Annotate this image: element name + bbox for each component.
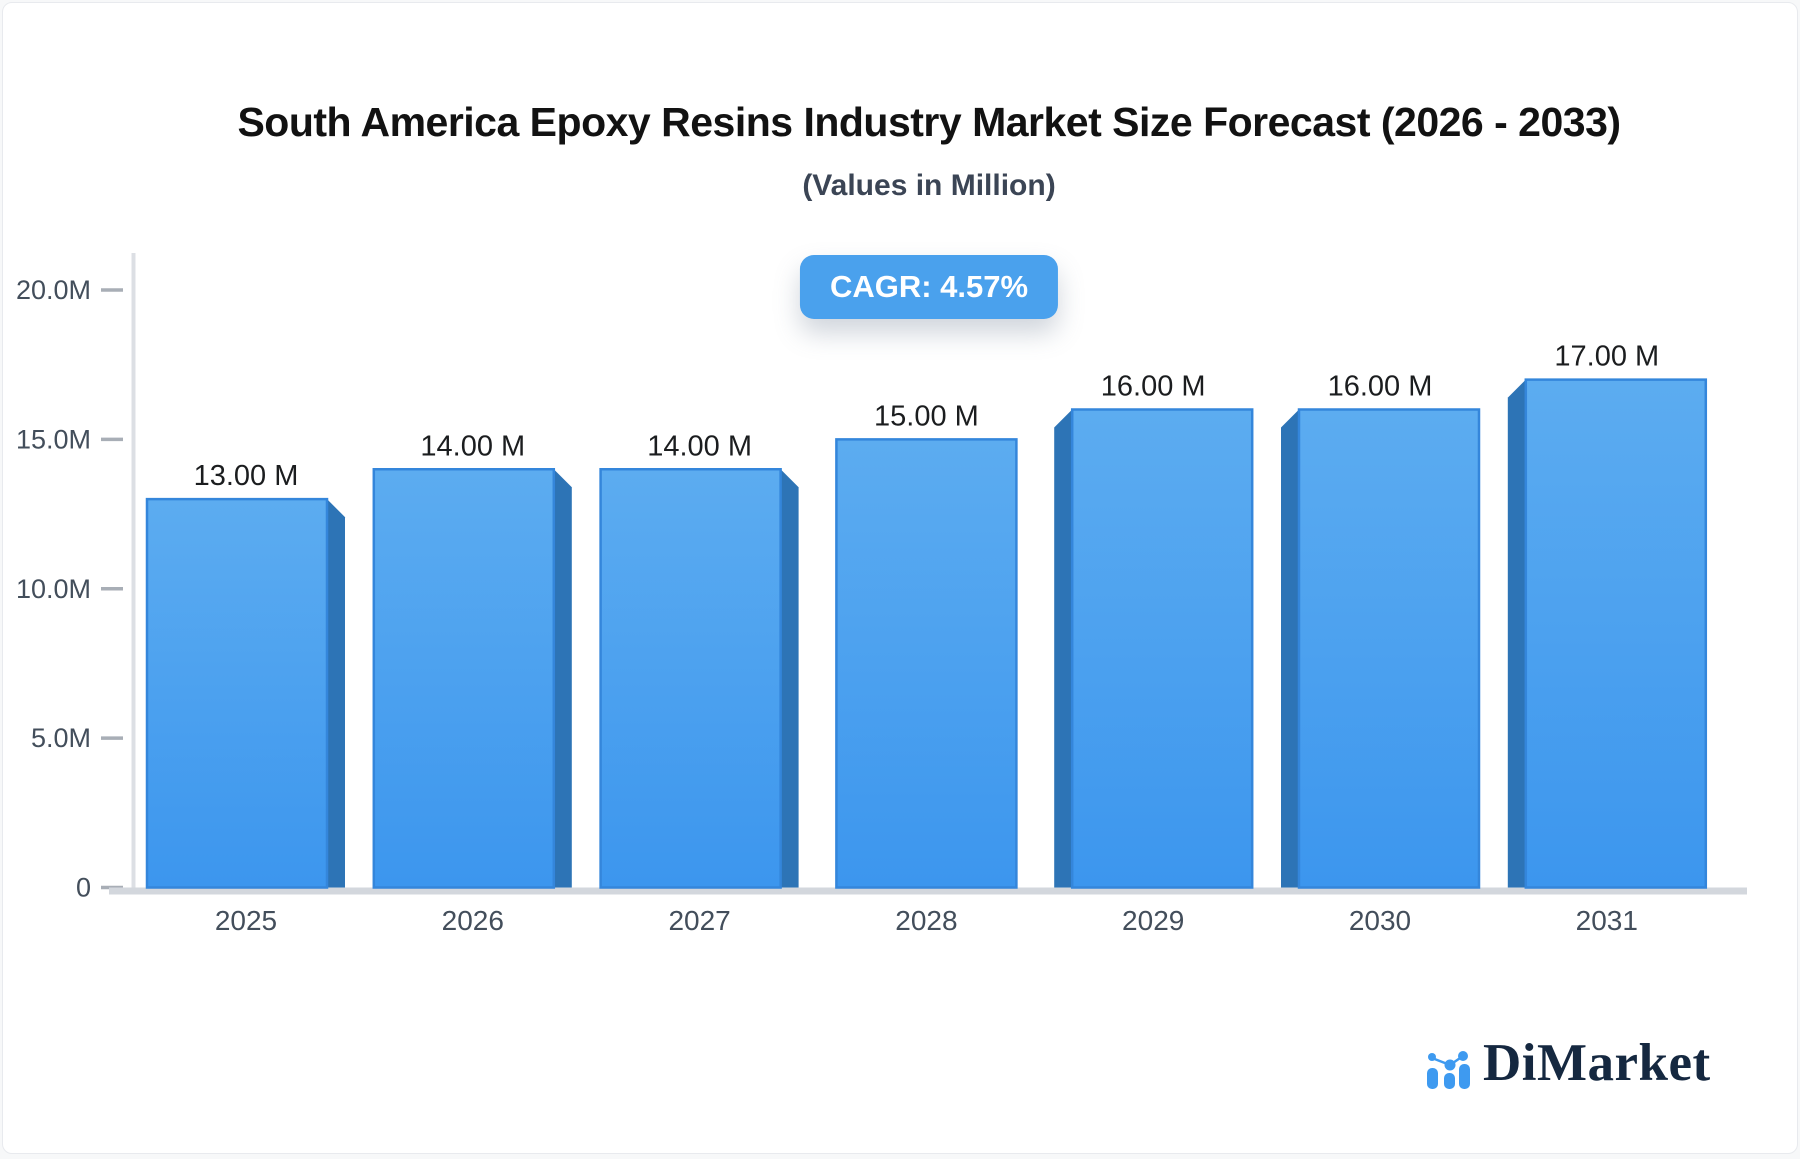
logo-wordmark: DiMarket <box>1483 1034 1711 1092</box>
bar-2028[interactable] <box>835 438 1018 889</box>
x-axis-baseline <box>109 887 1747 895</box>
y-axis-label: 10.0M <box>16 574 91 604</box>
bar-value-label: 15.00 M <box>874 400 979 432</box>
bar-value-label: 14.00 M <box>420 430 525 462</box>
bar-side-face <box>1054 409 1073 888</box>
bar-group-2028: 15.00 M 2028 <box>835 400 1018 936</box>
bar-value-label: 16.00 M <box>1328 371 1433 403</box>
bar-value-label: 17.00 M <box>1554 341 1659 373</box>
dimarket-logo: DiMarket <box>1423 1033 1711 1093</box>
bar-2031[interactable] <box>1524 378 1708 889</box>
bar-2030[interactable] <box>1297 408 1481 889</box>
x-axis-label-2025: 2025 <box>215 905 277 936</box>
bar-chart: 0 5.0M 10.0M 15.0M 20.0M 13.00 M 2025 14.00 M 20… <box>16 253 1747 936</box>
bar-group-2030: 16.00 M 2030 <box>1281 371 1481 936</box>
logo-bars-icon <box>1427 1051 1470 1089</box>
bar-side-face <box>1507 379 1526 888</box>
x-axis-label-2029: 2029 <box>1122 905 1184 936</box>
x-axis-label-2030: 2030 <box>1349 905 1411 936</box>
bar-group-2029: 16.00 M 2029 <box>1054 371 1254 936</box>
bar-group-2025: 13.00 M 2025 <box>145 460 345 936</box>
bar-side-face <box>553 469 572 888</box>
cagr-badge: CAGR: 4.57% <box>799 255 1059 319</box>
bar-value-label: 16.00 M <box>1101 371 1206 403</box>
bar-group-2031: 17.00 M 2031 <box>1507 341 1708 936</box>
bar-value-label: 13.00 M <box>194 460 299 492</box>
x-axis-label-2028: 2028 <box>895 905 957 936</box>
bar-group-2026: 14.00 M 2026 <box>372 430 572 936</box>
bar-value-label: 14.00 M <box>647 430 752 462</box>
x-axis-label-2031: 2031 <box>1576 905 1638 936</box>
bar-2027[interactable] <box>599 468 782 889</box>
y-axis-label: 20.0M <box>16 275 91 305</box>
bar-side-face <box>780 469 799 888</box>
bar-2025[interactable] <box>145 497 329 889</box>
bar-2026[interactable] <box>372 468 556 889</box>
x-axis-label-2027: 2027 <box>668 905 730 936</box>
bar-group-2027: 14.00 M 2027 <box>599 430 799 936</box>
y-axis-label: 5.0M <box>31 723 91 753</box>
y-axis-label: 15.0M <box>16 424 91 454</box>
bar-2029[interactable] <box>1070 408 1254 889</box>
bar-side-face <box>327 499 345 888</box>
x-axis-label-2026: 2026 <box>442 905 504 936</box>
chart-title: South America Epoxy Resins Industry Mark… <box>237 99 1621 145</box>
bar-side-face <box>1281 409 1299 888</box>
chart-subtitle: (Values in Million) <box>802 169 1056 202</box>
y-axis-label: 0 <box>76 873 91 903</box>
